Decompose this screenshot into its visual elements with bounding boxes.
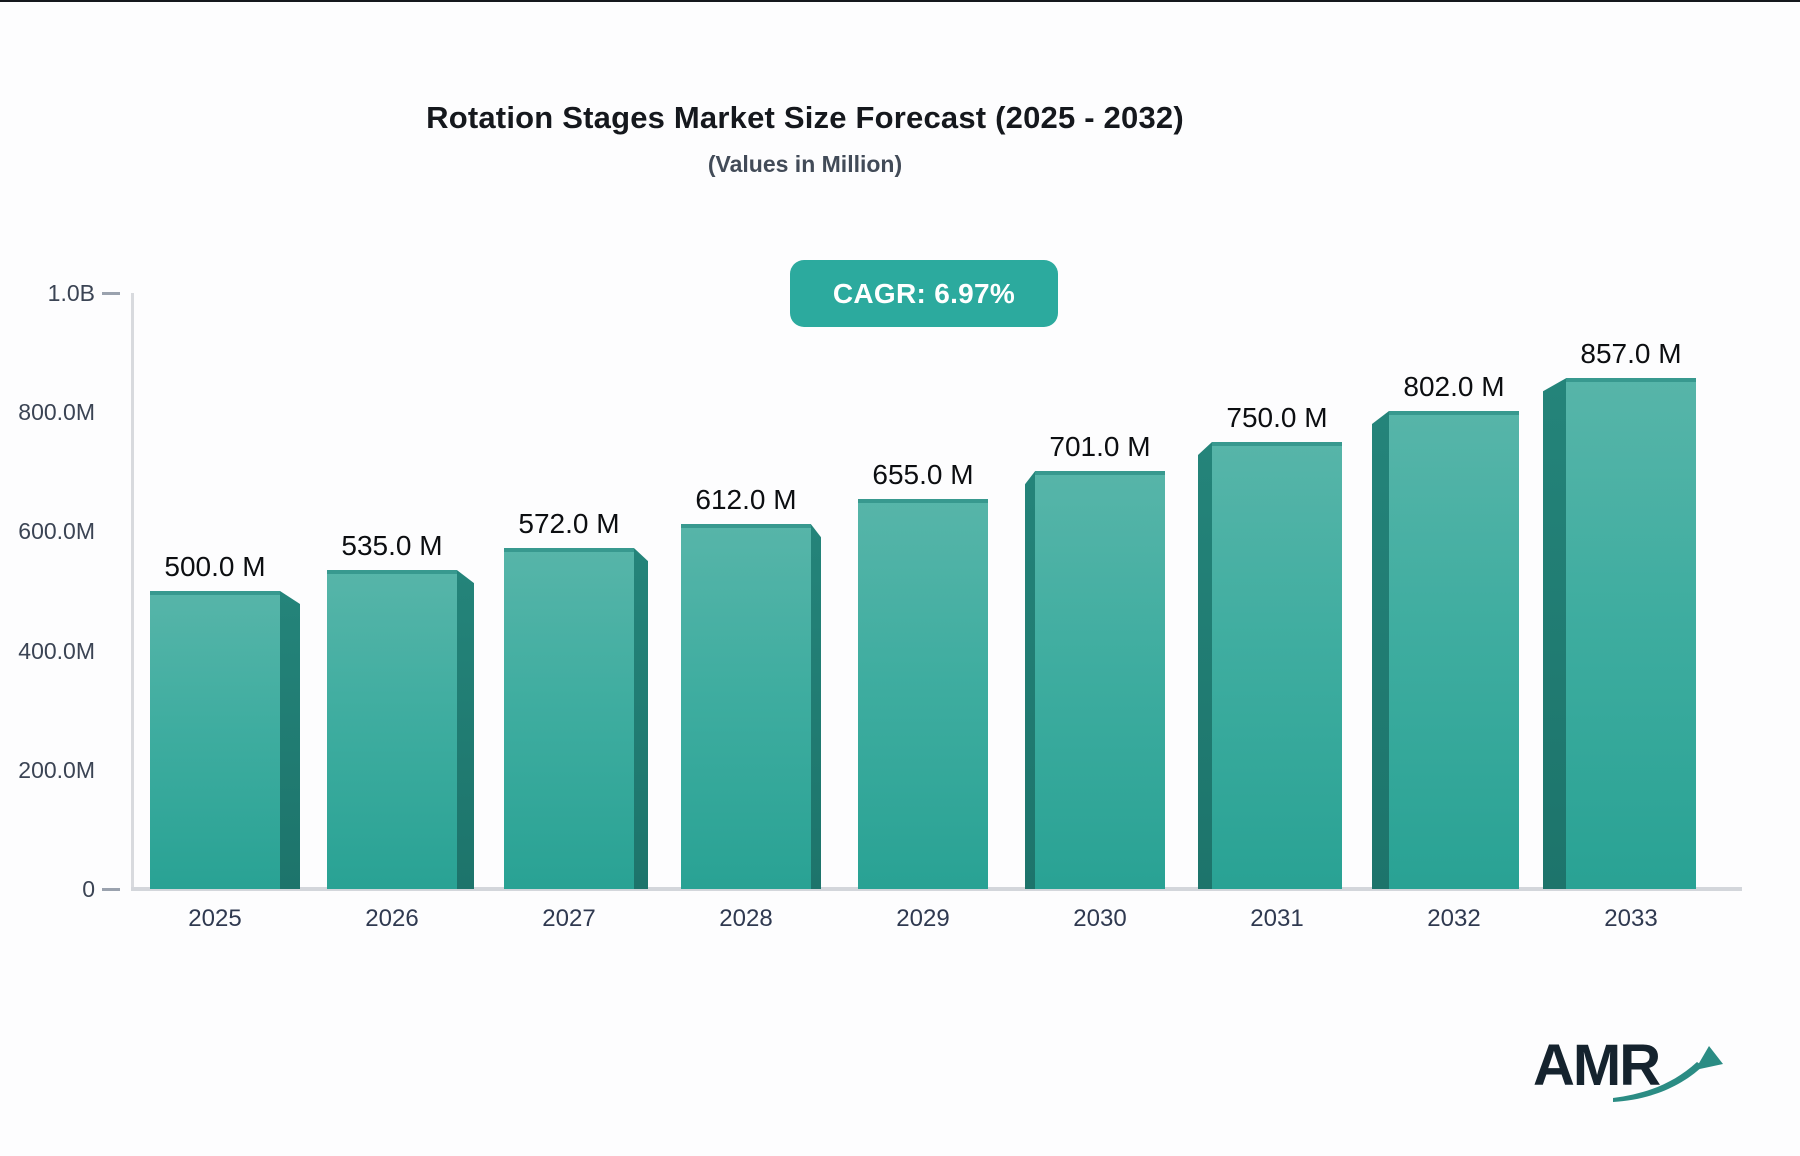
bar-top-edge bbox=[1389, 411, 1519, 415]
bar-2028 bbox=[681, 524, 811, 889]
bar-side-face-2030 bbox=[1025, 471, 1035, 889]
bar-2031 bbox=[1212, 442, 1342, 889]
x-axis-label-2032: 2032 bbox=[1427, 905, 1481, 932]
bar-2027 bbox=[504, 548, 634, 889]
bar-value-label-2032: 802.0 M bbox=[1403, 371, 1505, 402]
bar-top-edge bbox=[1566, 378, 1696, 383]
y-axis-label-600.0M: 600.0M bbox=[18, 518, 95, 545]
bar-side-face-2025 bbox=[280, 591, 300, 889]
y-axis-label-0: 0 bbox=[82, 876, 95, 902]
bar-value-label-2033: 857.0 M bbox=[1580, 338, 1682, 370]
bar-side-face-2032 bbox=[1372, 411, 1389, 889]
bar-value-label-2030: 701.0 M bbox=[1049, 431, 1151, 463]
y-axis-label-800.0M: 800.0M bbox=[18, 399, 95, 426]
x-axis-label-2026: 2026 bbox=[365, 905, 419, 932]
bar-top-edge bbox=[150, 591, 280, 595]
bar-2025 bbox=[150, 591, 280, 889]
chart-title: Rotation Stages Market Size Forecast (20… bbox=[426, 100, 1184, 135]
cagr-badge-label: CAGR: 6.97% bbox=[832, 277, 1016, 309]
x-axis-label-2029: 2029 bbox=[896, 905, 950, 932]
bar-value-label-2027: 572.0 M bbox=[518, 508, 620, 540]
y-axis-tick bbox=[102, 292, 120, 295]
chart-subtitle: (Values in Million) bbox=[707, 151, 903, 177]
bar-top-edge bbox=[504, 548, 634, 553]
bar-value-label-2031: 750.0 M bbox=[1226, 402, 1328, 433]
bar-value-label-2025: 500.0 M bbox=[164, 551, 266, 582]
bar-2029 bbox=[858, 498, 988, 889]
x-axis-label-2030: 2030 bbox=[1073, 905, 1127, 932]
bar-side-face-2028 bbox=[811, 524, 821, 889]
bar-top-edge bbox=[681, 524, 811, 529]
bar-side-face-2033 bbox=[1543, 378, 1566, 889]
bar-top-edge bbox=[327, 570, 457, 575]
x-axis-label-2025: 2025 bbox=[188, 905, 242, 932]
amr-logo: AMR bbox=[1533, 1032, 1733, 1112]
y-axis-label-1.0B: 1.0B bbox=[47, 280, 95, 306]
cagr-badge: CAGR: 6.97% bbox=[790, 260, 1058, 327]
bar-side-face-2031 bbox=[1198, 442, 1212, 889]
bar-value-label-2029: 655.0 M bbox=[872, 458, 974, 490]
x-axis-baseline bbox=[131, 887, 1742, 891]
x-axis-label-2028: 2028 bbox=[719, 905, 773, 932]
bar-value-label-2026: 535.0 M bbox=[341, 530, 443, 562]
x-axis-label-2033: 2033 bbox=[1604, 905, 1658, 932]
y-axis-line bbox=[131, 293, 134, 889]
x-axis-label-2031: 2031 bbox=[1250, 905, 1304, 932]
y-axis-tick bbox=[102, 888, 120, 891]
x-axis-label-2027: 2027 bbox=[542, 905, 596, 932]
bar-2032 bbox=[1389, 411, 1519, 889]
bar-side-face-2026 bbox=[457, 570, 474, 889]
growth-arrow-icon bbox=[1613, 1046, 1723, 1102]
bar-side-face-2027 bbox=[634, 548, 648, 889]
bar-value-label-2028: 612.0 M bbox=[695, 484, 797, 516]
bar-top-edge bbox=[858, 498, 988, 503]
y-axis-label-200.0M: 200.0M bbox=[18, 756, 95, 783]
bar-top-edge bbox=[1035, 471, 1165, 476]
y-axis-label-400.0M: 400.0M bbox=[18, 637, 95, 664]
bar-2030 bbox=[1035, 471, 1165, 889]
bar-2033 bbox=[1566, 378, 1696, 889]
bar-2026 bbox=[327, 570, 457, 889]
amr-logo-text: AMR bbox=[1533, 1033, 1661, 1098]
bar-top-edge bbox=[1212, 442, 1342, 446]
